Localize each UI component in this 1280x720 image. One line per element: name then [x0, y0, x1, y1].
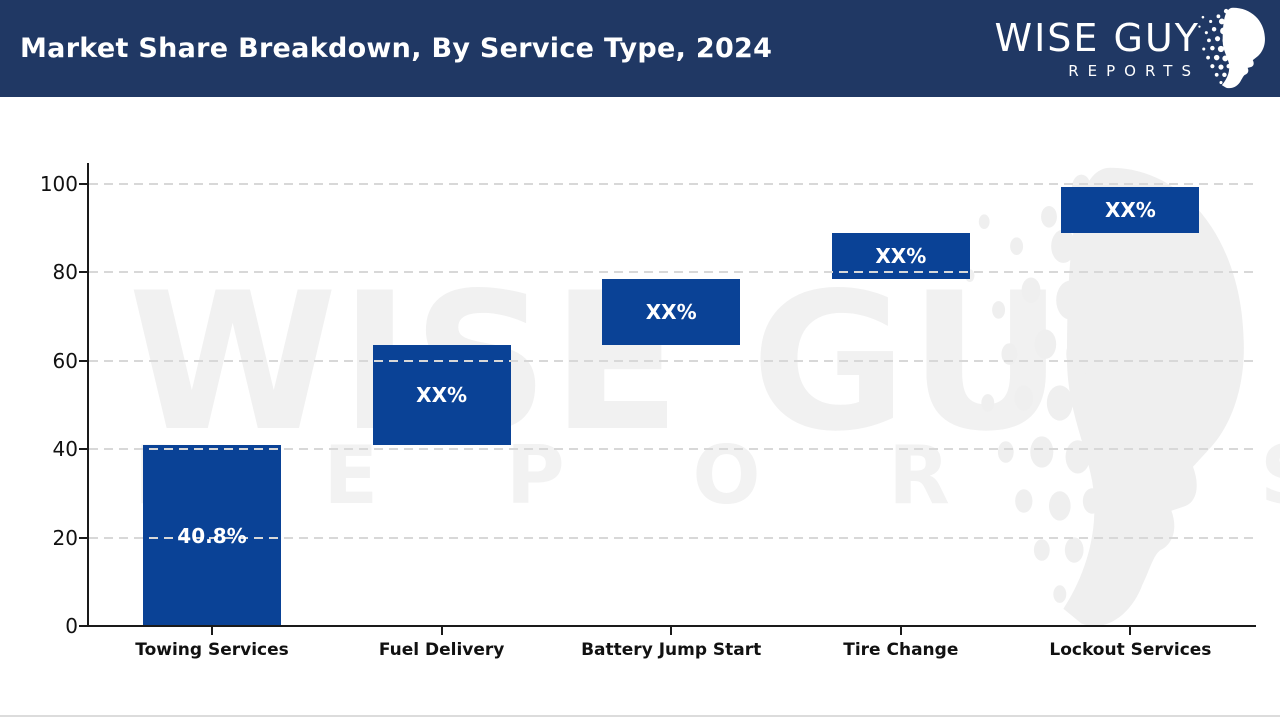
y-axis-tick — [79, 271, 87, 273]
bar-value-label: XX% — [645, 300, 697, 325]
gridline-100 — [89, 182, 1256, 185]
gridline-60 — [89, 359, 1256, 362]
y-axis-tick — [79, 536, 87, 539]
page-title: Market Share Breakdown, By Service Type,… — [20, 33, 773, 64]
y-axis-tick — [79, 625, 87, 627]
x-category-label: Tire Change — [843, 640, 959, 660]
logo-wordmark: WISE GUY — [994, 15, 1200, 60]
x-axis-line — [87, 625, 1256, 627]
y-axis-tick — [79, 182, 87, 185]
x-axis-tick — [899, 627, 902, 635]
gridline-20 — [89, 536, 1256, 539]
y-axis-tick-label: 0 — [65, 614, 78, 638]
y-axis-tick-label: 100 — [39, 171, 78, 196]
y-axis-tick — [79, 359, 87, 362]
gridline-40 — [89, 448, 1256, 450]
wise-guy-reports-logo: WISE GUY REPORTS — [995, 5, 1270, 93]
waterfall-chart-plot-area: 0 20 40 60 80 100 40.8% Towing Services XX% Fuel … — [0, 97, 1280, 720]
x-category-label: Fuel Delivery — [378, 640, 505, 660]
gridline-80 — [89, 271, 1256, 273]
waterfall-bar-2 — [372, 345, 511, 446]
logo-face-icon — [1198, 7, 1265, 89]
x-axis-tick — [440, 627, 443, 635]
logo-text: WISE GUY REPORTS — [995, 19, 1200, 80]
x-axis-tick — [1129, 627, 1132, 635]
bottom-divider — [0, 715, 1280, 717]
bar-value-label: 40.8% — [177, 523, 247, 548]
x-axis-tick — [670, 627, 673, 635]
waterfall-bar-3 — [602, 279, 741, 346]
y-axis-line — [87, 163, 89, 626]
x-category-label: Battery Jump Start — [581, 640, 762, 660]
y-axis-tick-label: 40 — [52, 437, 78, 461]
bar-value-label: XX% — [416, 383, 468, 408]
x-axis-tick — [211, 627, 213, 635]
y-axis-tick-label: 20 — [52, 525, 78, 550]
x-category-label: Towing Services — [135, 640, 289, 660]
x-category-label: Lockout Services — [1049, 640, 1212, 660]
y-axis-tick-label: 80 — [52, 260, 78, 284]
bar-value-label: XX% — [1104, 198, 1156, 223]
logo-subtitle: REPORTS — [1068, 61, 1200, 80]
waterfall-bar-5 — [1061, 187, 1200, 234]
y-axis-tick-label: 60 — [52, 348, 78, 373]
header-bar: Market Share Breakdown, By Service Type,… — [0, 0, 1280, 97]
bar-value-label: XX% — [875, 244, 927, 269]
y-axis-tick — [79, 448, 87, 450]
waterfall-bar-1 — [143, 445, 281, 626]
